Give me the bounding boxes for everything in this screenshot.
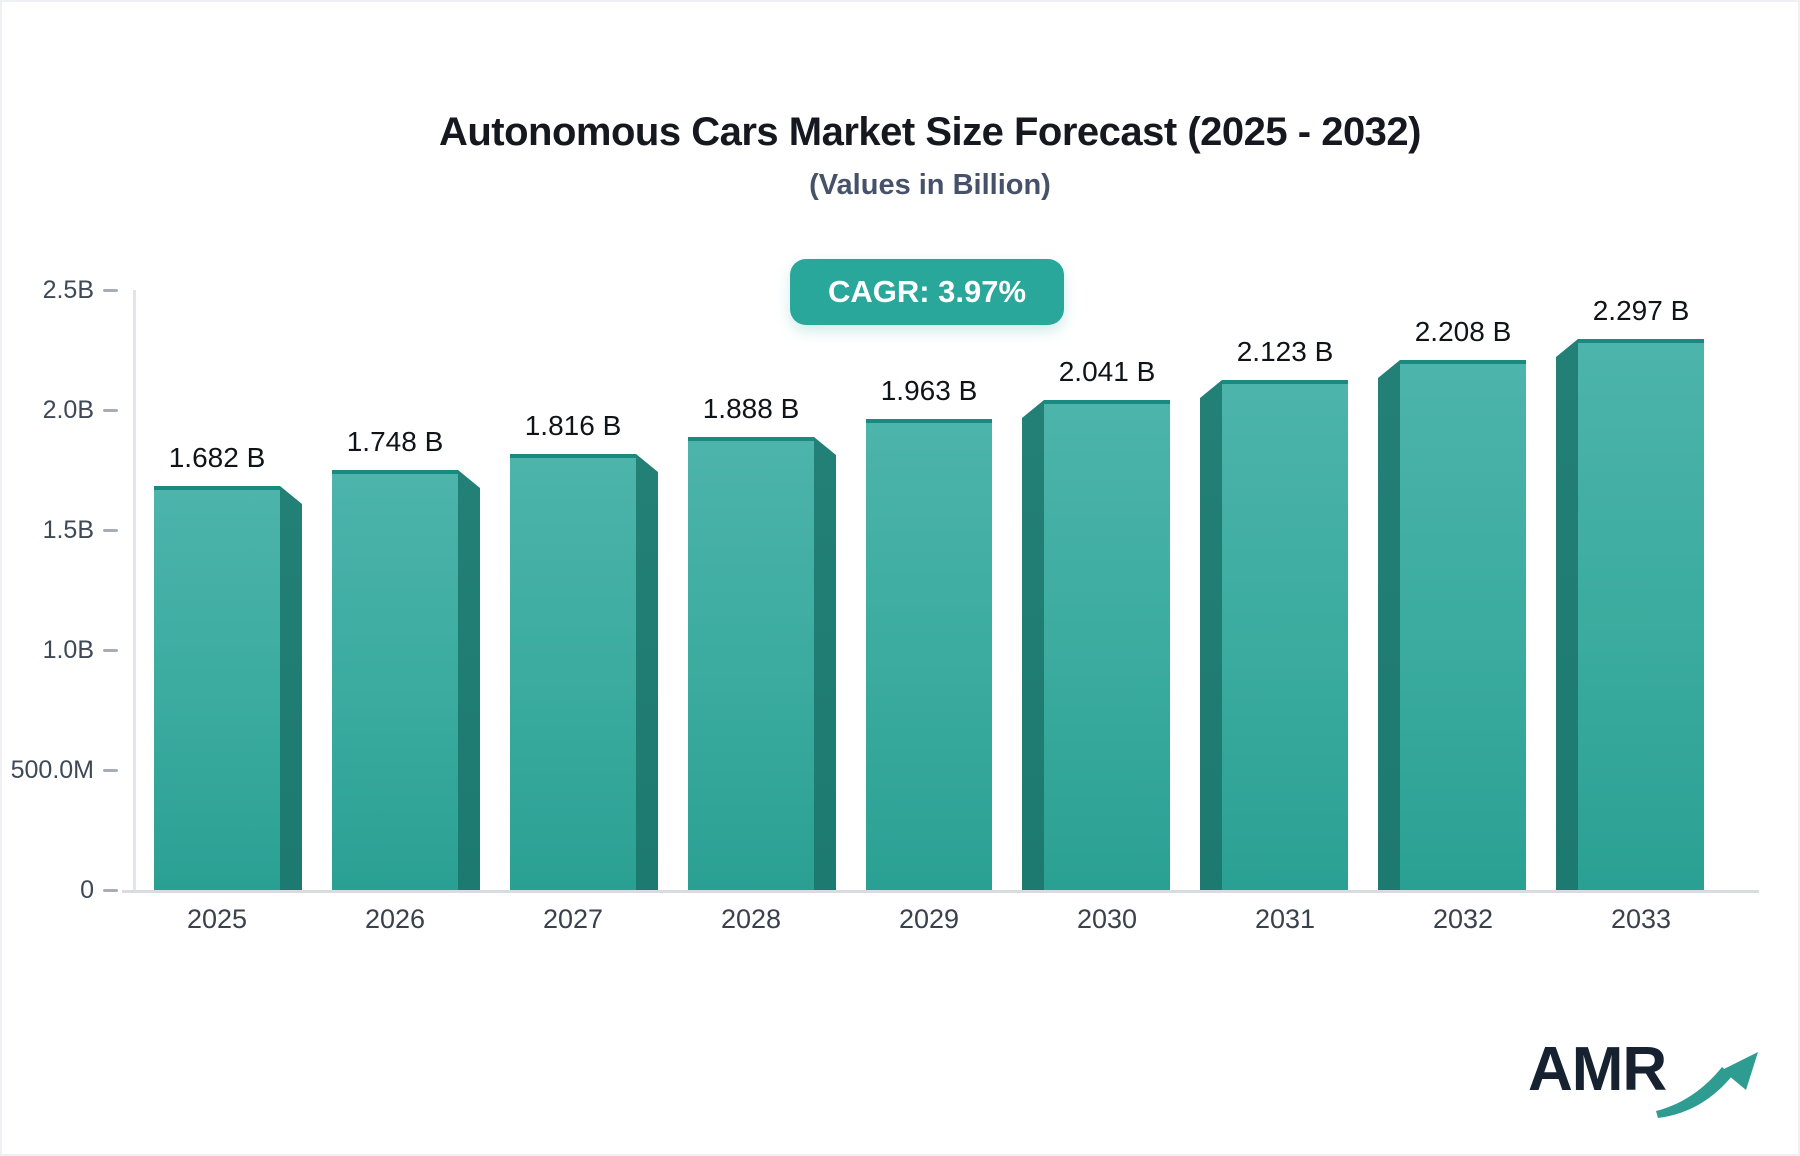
y-tick-mark (103, 769, 118, 772)
bar-value-label: 1.682 B (168, 442, 266, 473)
bar-value-label: 1.888 B (702, 393, 800, 424)
bar-side (814, 437, 836, 890)
bar-face (510, 454, 636, 890)
x-tick-label: 2026 (364, 904, 426, 934)
cagr-badge: CAGR: 3.97% (790, 259, 1064, 325)
bar-face (332, 470, 458, 890)
amr-logo: AMR (1528, 1034, 1758, 1124)
amr-logo-text: AMR (1528, 1035, 1667, 1104)
x-tick-label: 2033 (1610, 904, 1672, 934)
x-axis-line (122, 890, 1759, 893)
y-tick-label: 1.0B (42, 636, 94, 664)
y-axis-line (133, 290, 136, 890)
bar-side (636, 454, 658, 890)
x-tick-label: 2028 (720, 904, 782, 934)
bar-value-label: 1.963 B (880, 375, 978, 406)
x-tick-label: 2030 (1076, 904, 1138, 934)
bar-face (688, 437, 814, 890)
bar-side (1200, 380, 1222, 890)
y-tick-label: 2.5B (42, 276, 94, 304)
x-tick-label: 2029 (898, 904, 960, 934)
y-tick-label: 2.0B (42, 396, 94, 424)
bar-face (1578, 339, 1704, 890)
bar-value-label: 1.816 B (524, 410, 622, 441)
y-tick-mark (103, 649, 118, 652)
bar-side (458, 470, 480, 890)
bar-value-label: 2.297 B (1592, 295, 1690, 326)
x-tick-label: 2027 (542, 904, 604, 934)
bar-value-label: 2.123 B (1236, 336, 1334, 367)
chart-subtitle: (Values in Billion) (809, 169, 1051, 201)
bar-side (1378, 360, 1400, 890)
bar-side (280, 486, 302, 890)
y-tick-label: 500.0M (10, 756, 94, 784)
bar-value-label: 1.748 B (346, 426, 444, 457)
chart-title: Autonomous Cars Market Size Forecast (20… (438, 110, 1422, 154)
y-tick-label: 0 (80, 876, 94, 904)
trending-up-arrow-icon (1656, 1052, 1758, 1118)
x-tick-label: 2025 (186, 904, 248, 934)
bar-face (1222, 380, 1348, 890)
chart-header: Autonomous Cars Market Size Forecast (20… (62, 110, 1798, 202)
bar-side (1022, 400, 1044, 890)
y-tick-mark (103, 409, 118, 412)
y-tick-mark (103, 529, 118, 532)
bar-side (1556, 339, 1578, 890)
y-tick-mark (103, 889, 118, 892)
bar-face (866, 419, 992, 890)
y-tick-label: 1.5B (42, 516, 94, 544)
bar-face (154, 486, 280, 890)
y-tick-mark (103, 289, 118, 292)
bar-face (1044, 400, 1170, 890)
bar-value-label: 2.041 B (1058, 356, 1156, 387)
bar-face (1400, 360, 1526, 890)
bar-value-label: 2.208 B (1414, 316, 1512, 347)
x-tick-label: 2031 (1254, 904, 1316, 934)
x-tick-label: 2032 (1432, 904, 1494, 934)
